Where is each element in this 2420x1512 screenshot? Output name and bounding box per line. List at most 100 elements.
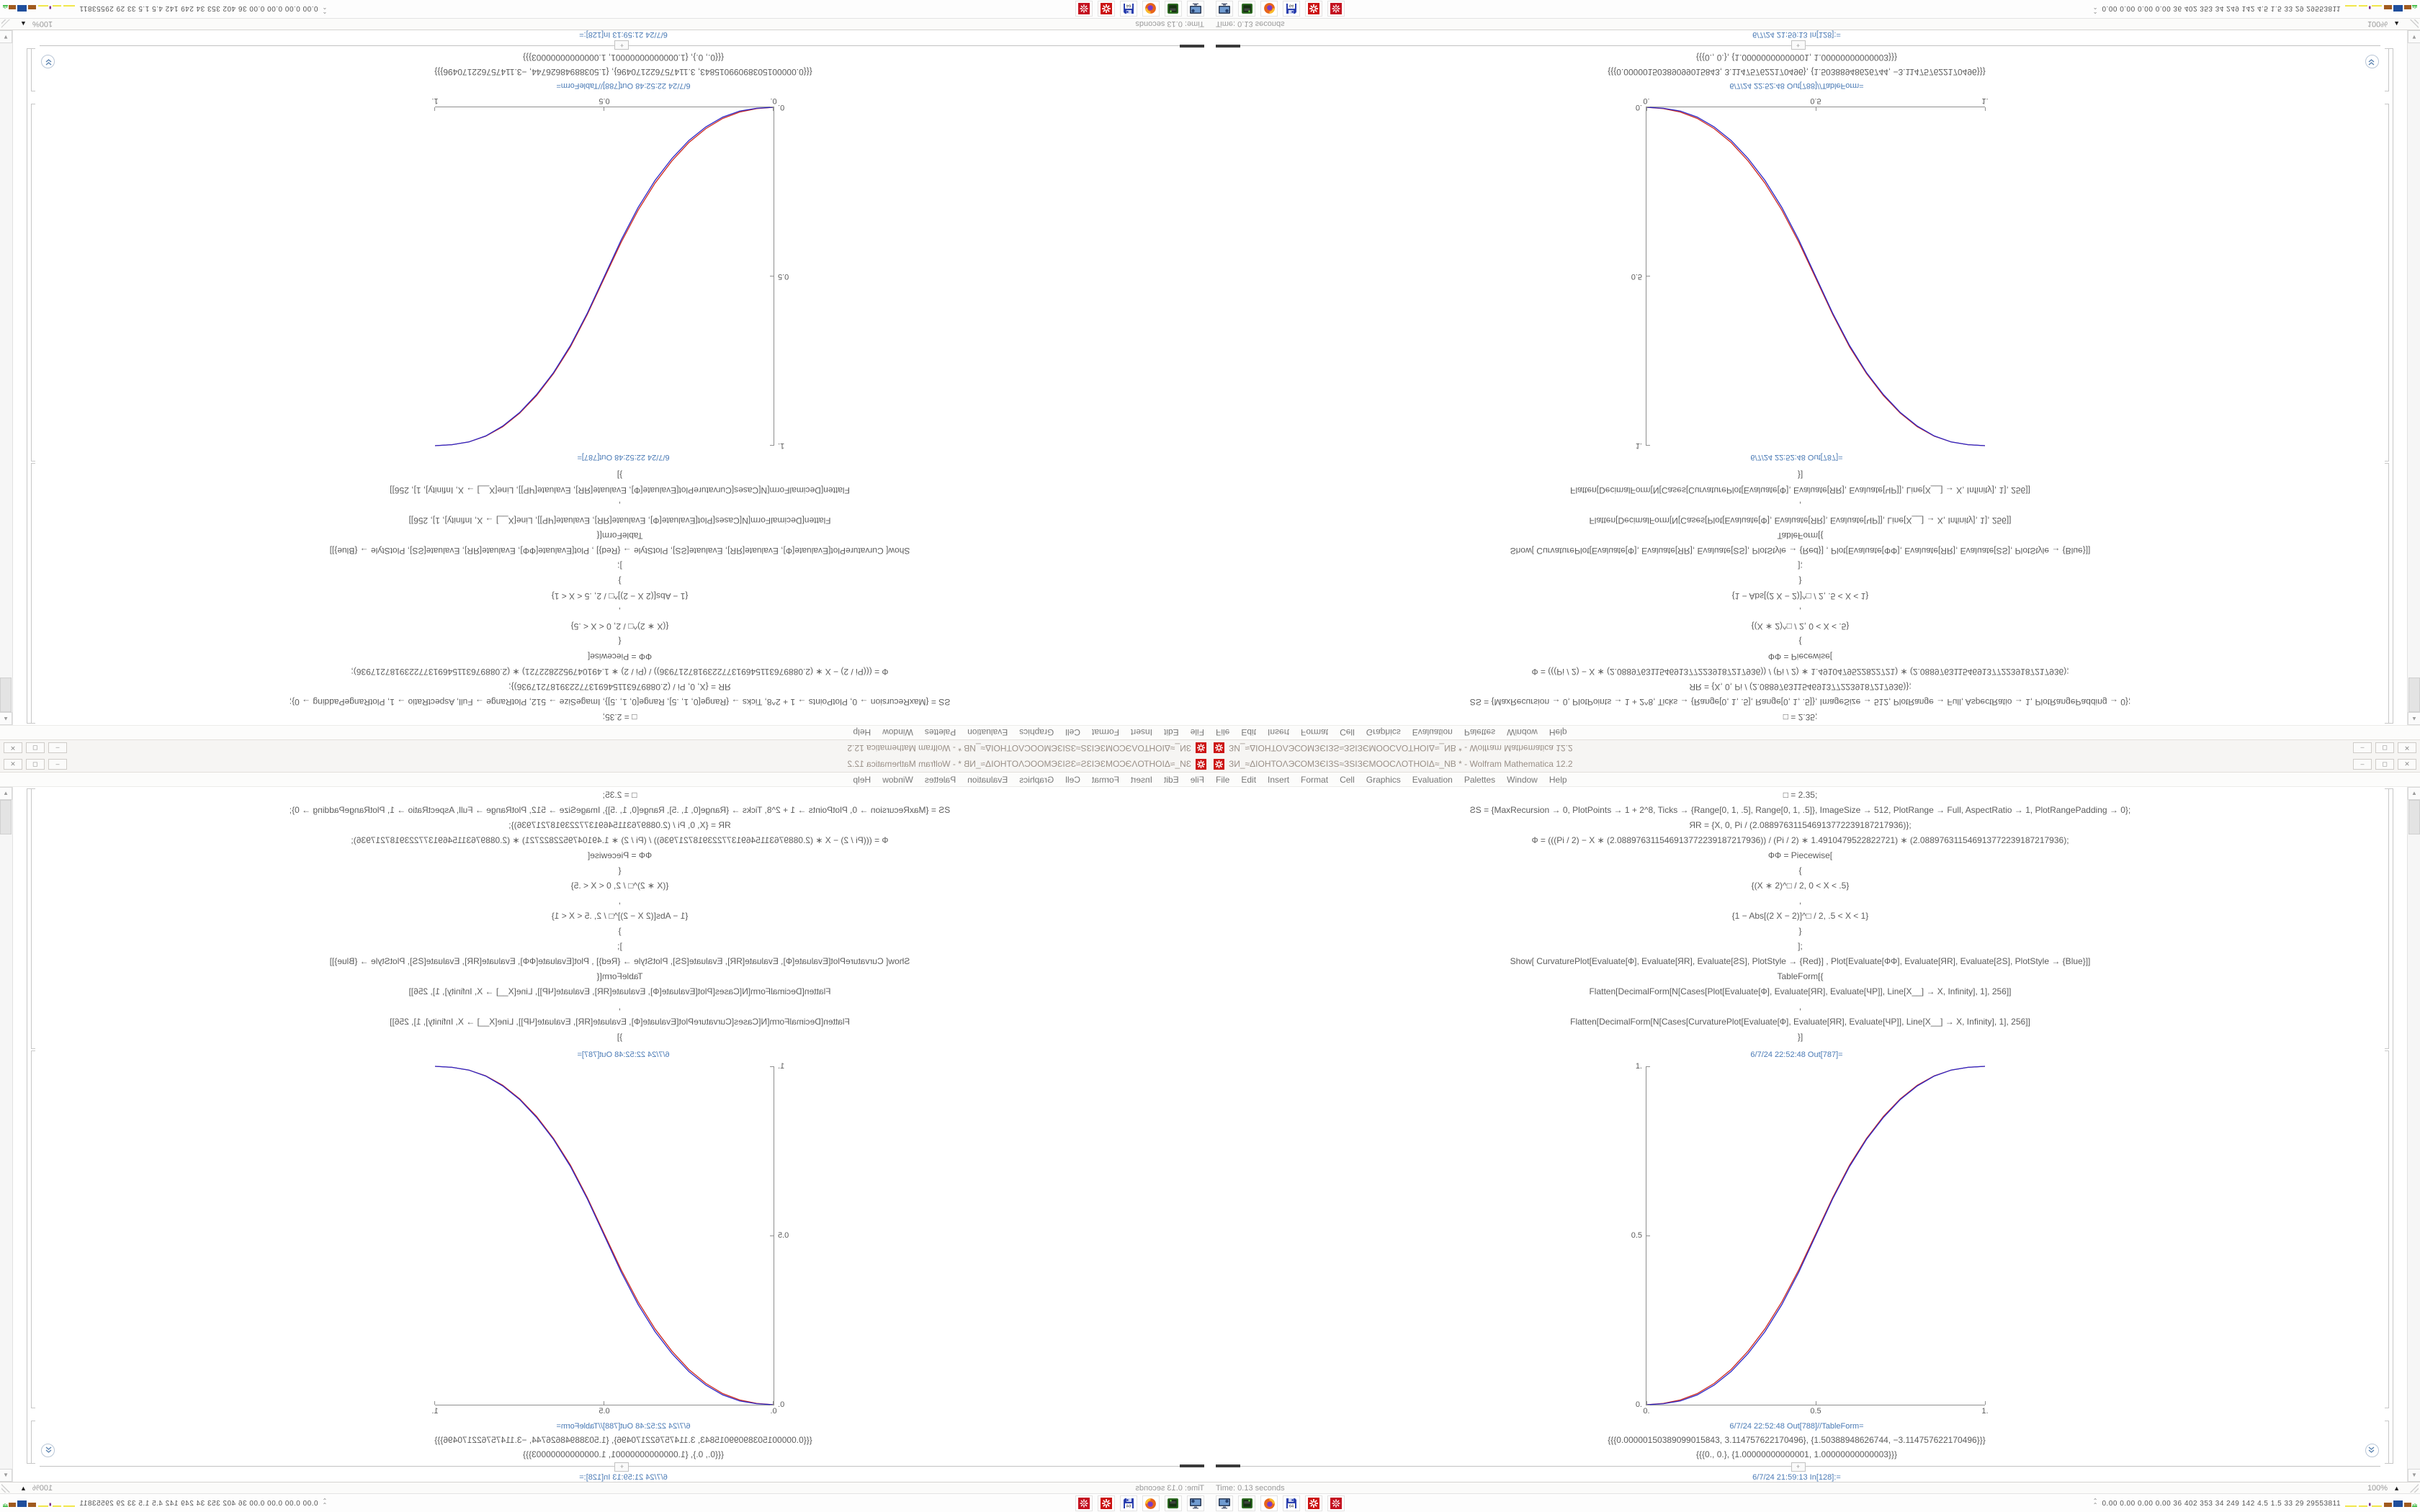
cell-insertion-bar[interactable]: + <box>1216 1462 2380 1472</box>
scroll-to-bottom-button[interactable] <box>41 1444 55 1457</box>
code-line[interactable]: ЯR = {X, 0, Pi / (2.08897631154691377223… <box>508 820 731 830</box>
firefox-icon[interactable] <box>1142 1495 1160 1511</box>
code-line[interactable]: } <box>1798 576 1802 586</box>
maximize-button[interactable]: ◻ <box>26 742 45 754</box>
cell-bracket-input[interactable] <box>31 463 35 724</box>
cell-bracket-group[interactable] <box>27 788 31 1464</box>
window-titlebar[interactable]: ЗИ_≈ΔІОНТОΛЭСОМЗЄІЗЅ≈ЗЅІЗЄМООСΛОТНОІΔ≈_N… <box>1210 739 2420 756</box>
insert-cell-button[interactable]: + <box>614 40 629 50</box>
menu-item-format[interactable]: Format <box>1091 774 1119 785</box>
menu-item-file[interactable]: File <box>1190 774 1204 785</box>
notebook-content[interactable]: □ = 2.35; ƧЅ = {MaxRecursion → 0, PlotPo… <box>1210 30 2405 725</box>
scroll-to-bottom-button[interactable] <box>41 55 55 68</box>
code-line[interactable]: } <box>618 576 622 586</box>
code-line[interactable]: {1 − Abs[(2 X − 2)]^□ / 2, .5 < X < 1} <box>1731 911 1869 921</box>
firefox-icon[interactable] <box>1260 1 1278 17</box>
code-line[interactable]: TableForm[{ <box>1777 971 1824 981</box>
display-capture-icon[interactable] <box>1187 1 1204 17</box>
code-line[interactable]: , <box>618 896 622 906</box>
input-cell[interactable]: □ = 2.35; ƧЅ = {MaxRecursion → 0, PlotPo… <box>37 467 1203 724</box>
insert-cell-button[interactable]: + <box>1791 40 1806 50</box>
menu-item-graphics[interactable]: Graphics <box>1366 774 1401 785</box>
code-line[interactable]: ЯR = {X, 0, Pi / (2.08897631154691377223… <box>1689 820 1912 830</box>
menu-item-palettes[interactable]: Palettes <box>924 774 956 785</box>
minimize-button[interactable]: – <box>48 742 67 754</box>
resize-grip-icon[interactable] <box>2410 1483 2419 1493</box>
code-line[interactable]: , <box>1798 1002 1802 1012</box>
display-capture-icon[interactable] <box>1216 1 1233 17</box>
code-line[interactable]: Show[ CurvaturePlot[Evaluate[Ф], Evaluat… <box>329 956 910 966</box>
code-line[interactable]: Show[ CurvaturePlot[Evaluate[Ф], Evaluat… <box>1510 956 2091 966</box>
code-line[interactable]: } <box>1798 926 1802 936</box>
window-titlebar[interactable]: ЗИ_≈ΔІОНТОΛЭСОМЗЄІЗЅ≈ЗЅІЗЄМООСΛОТНОІΔ≈_N… <box>1210 756 2420 773</box>
menu-item-help[interactable]: Help <box>1549 727 1567 738</box>
resize-grip-icon[interactable] <box>1 19 10 29</box>
cell-bracket-output-table[interactable] <box>31 1421 35 1464</box>
maximize-button[interactable]: ◻ <box>2375 742 2394 754</box>
cell-bracket-output-table[interactable] <box>2385 1421 2389 1464</box>
removable-drive-icon[interactable] <box>1238 1 1255 17</box>
cell-bracket-input[interactable] <box>2385 788 2389 1049</box>
code-line[interactable]: ƧЅ = {MaxRecursion → 0, PlotPoints → 1 +… <box>1469 697 2131 707</box>
code-line[interactable]: }] <box>617 1032 623 1042</box>
code-line[interactable]: {(X ∗ 2)^□ / 2, 0 < X < .5} <box>570 621 669 631</box>
code-line[interactable]: □ = 2.35; <box>602 790 637 800</box>
floppy64-icon[interactable]: 64 <box>1120 1 1137 17</box>
code-line[interactable]: ФФ = Piecewise[ <box>587 850 653 860</box>
floppy64-icon[interactable]: 64 <box>1283 1 1300 17</box>
vertical-scrollbar[interactable]: ▲ ▼ <box>2407 30 2420 725</box>
code-line[interactable]: }] <box>1797 1032 1803 1042</box>
menu-item-help[interactable]: Help <box>853 774 871 785</box>
scrollbar-down-arrow-icon[interactable]: ▼ <box>2408 1469 2420 1482</box>
mathematica-icon[interactable] <box>1305 1 1322 17</box>
menu-item-edit[interactable]: Edit <box>1163 774 1179 785</box>
mathematica-kernel-icon[interactable] <box>1327 1495 1345 1511</box>
window-titlebar[interactable]: ЗИ_≈ΔІОНТОΛЭСОМЗЄІЗЅ≈ЗЅІЗЄМООСΛОТНОІΔ≈_N… <box>0 739 1210 756</box>
floppy64-icon[interactable]: 64 <box>1120 1495 1137 1511</box>
scrollbar-down-arrow-icon[interactable]: ▼ <box>2408 30 2420 43</box>
menu-item-palettes[interactable]: Palettes <box>924 727 956 738</box>
floppy64-icon[interactable]: 64 <box>1283 1495 1300 1511</box>
code-line[interactable]: {1 − Abs[(2 X − 2)]^□ / 2, .5 < X < 1} <box>551 911 689 921</box>
menu-item-insert[interactable]: Insert <box>1130 774 1152 785</box>
cell-insertion-bar[interactable]: + <box>1216 40 2380 50</box>
minimize-button[interactable]: – <box>2353 742 2372 754</box>
menu-item-format[interactable]: Format <box>1301 727 1329 738</box>
mathematica-icon[interactable] <box>1305 1495 1322 1511</box>
maximize-button[interactable]: ◻ <box>2375 758 2394 770</box>
cell-bracket-group[interactable] <box>27 48 31 724</box>
code-line[interactable]: Flatten[DecimalForm[N[Cases[CurvaturePlo… <box>1570 1017 2030 1027</box>
code-line[interactable]: }] <box>617 470 623 480</box>
system-monitor-chart[interactable] <box>3 1497 75 1510</box>
tray-expand-chevron-icon[interactable]: ⌃ ⌃ <box>2092 4 2098 14</box>
system-monitor-chart[interactable] <box>3 2 75 15</box>
code-line[interactable]: {1 − Abs[(2 X − 2)]^□ / 2, .5 < X < 1} <box>1731 591 1869 601</box>
menu-item-cell[interactable]: Cell <box>1340 774 1355 785</box>
magnification-icon[interactable]: ▲ <box>20 1484 27 1492</box>
menu-item-evaluation[interactable]: Evaluation <box>967 774 1008 785</box>
cell-bracket-input[interactable] <box>31 788 35 1049</box>
code-line[interactable]: , <box>1798 606 1802 616</box>
display-capture-icon[interactable] <box>1216 1495 1233 1511</box>
zoom-level-label[interactable]: 100% <box>32 19 53 29</box>
menu-item-help[interactable]: Help <box>1549 774 1567 785</box>
menu-item-cell[interactable]: Cell <box>1065 774 1080 785</box>
minimize-button[interactable]: – <box>2353 758 2372 770</box>
code-line[interactable]: ƧЅ = {MaxRecursion → 0, PlotPoints → 1 +… <box>289 805 951 815</box>
scrollbar-thumb[interactable] <box>2408 678 2420 712</box>
mathematica-icon[interactable] <box>1098 1495 1115 1511</box>
code-line[interactable]: } <box>618 926 622 936</box>
code-line[interactable]: }] <box>1797 470 1803 480</box>
system-monitor-values[interactable]: 0.00 0.00 0.00 0.00 36 402 353 34 249 14… <box>2102 4 2341 13</box>
menu-item-evaluation[interactable]: Evaluation <box>1412 774 1453 785</box>
resize-grip-icon[interactable] <box>2410 19 2419 29</box>
minimize-button[interactable]: – <box>48 758 67 770</box>
scrollbar-down-arrow-icon[interactable]: ▼ <box>0 1469 12 1482</box>
scrollbar-up-arrow-icon[interactable]: ▲ <box>0 787 12 800</box>
system-monitor-values[interactable]: 0.00 0.00 0.00 0.00 36 402 353 34 249 14… <box>2102 1499 2341 1508</box>
menu-item-graphics[interactable]: Graphics <box>1019 727 1054 738</box>
code-line[interactable]: { <box>618 636 622 647</box>
menu-item-edit[interactable]: Edit <box>1163 727 1179 738</box>
firefox-icon[interactable] <box>1142 1 1160 17</box>
code-line[interactable]: , <box>618 1002 622 1012</box>
